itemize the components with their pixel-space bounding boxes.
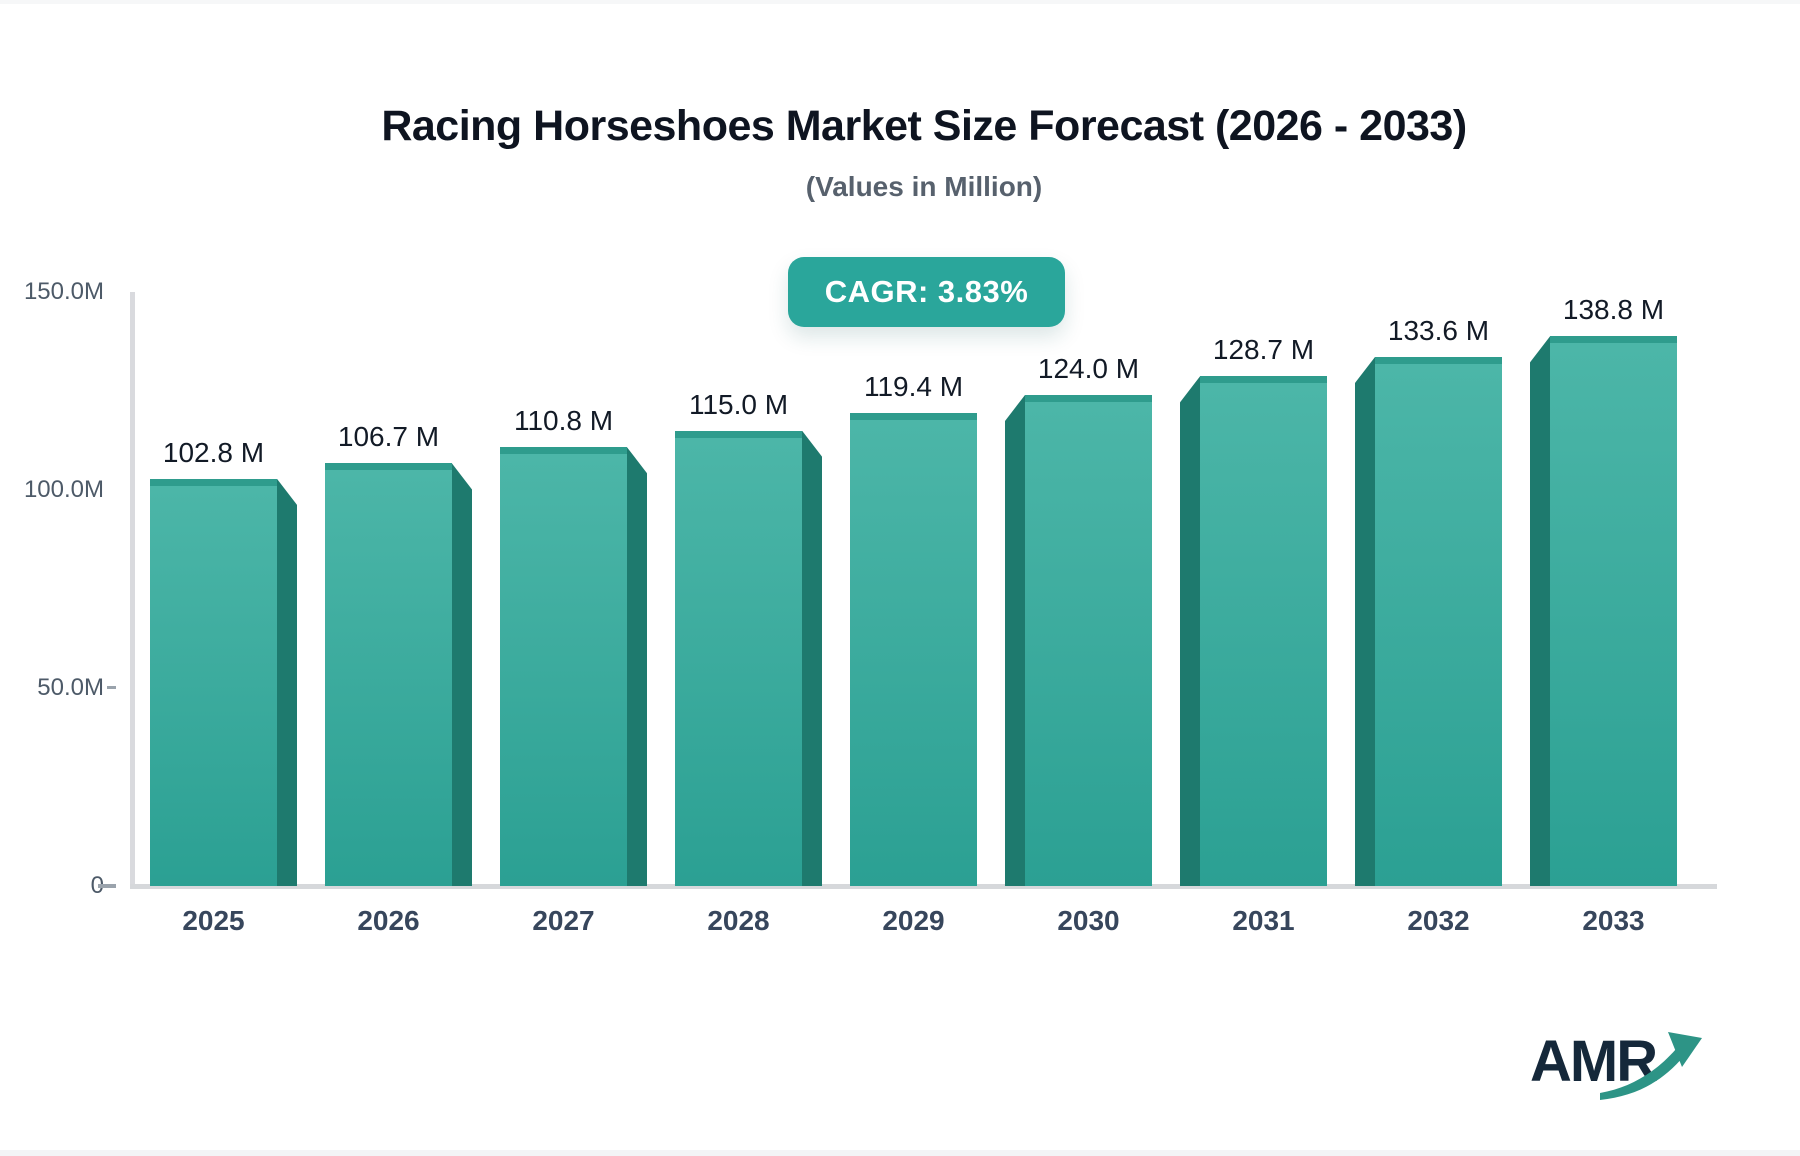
bar-side-2033 — [1530, 336, 1550, 886]
bar-2025 — [150, 478, 277, 886]
y-axis-label-150: 150.0M — [23, 278, 104, 305]
x-axis-line — [130, 884, 1717, 889]
x-axis-label-2028: 2028 — [707, 905, 770, 936]
x-axis-label-2027: 2027 — [532, 905, 595, 936]
x-axis-label-2025: 2025 — [182, 905, 245, 936]
bar-2030 — [1025, 394, 1152, 886]
bar-2029 — [850, 413, 977, 886]
cagr-label: CAGR: 3.83% — [824, 274, 1029, 309]
bar-side-2028 — [802, 430, 822, 886]
chart-subtitle: (Values in Million) — [805, 171, 1043, 202]
page-bottom-edge — [0, 1150, 1800, 1156]
bar-2026 — [325, 463, 452, 886]
cagr-badge: CAGR: 3.83% — [788, 257, 1065, 327]
y-axis-label-50: 50.0M — [37, 674, 104, 701]
bar-value-label-2033: 138.8 M — [1562, 294, 1665, 326]
bar-value-label-2026: 106.7 M — [337, 421, 440, 453]
bar-side-2030 — [1005, 394, 1025, 886]
bar-side-2026 — [452, 463, 472, 886]
bar-2033 — [1550, 336, 1677, 886]
amr-logo: AMR — [1530, 1028, 1730, 1118]
bar-value-label-2029: 119.4 M — [863, 371, 964, 403]
bar-side-2025 — [277, 478, 297, 886]
bar-side-2031 — [1180, 376, 1200, 886]
growth-arrow-icon — [1600, 1032, 1702, 1100]
bar-value-label-2028: 115.0 M — [688, 388, 789, 420]
bar-value-label-2032: 133.6 M — [1387, 314, 1490, 346]
y-axis-label-0: 0 — [0, 871, 104, 901]
x-axis-label-2033: 2033 — [1582, 905, 1645, 936]
bar-value-label-2025: 102.8 M — [162, 436, 265, 468]
bar-value-label-2030: 124.0 M — [1037, 352, 1140, 384]
x-axis-label-2030: 2030 — [1057, 905, 1120, 936]
bar-value-label-2027: 110.8 M — [513, 405, 614, 437]
x-axis-label-2032: 2032 — [1407, 905, 1470, 936]
x-axis-label-2029: 2029 — [882, 905, 945, 936]
bar-side-2027 — [627, 447, 647, 886]
y-axis-label-100: 100.0M — [23, 476, 104, 503]
bar-2031 — [1200, 376, 1327, 886]
bar-side-2032 — [1355, 356, 1375, 886]
bar-2032 — [1375, 356, 1502, 886]
y-axis-tick-0 — [98, 884, 116, 888]
x-axis-label-2031: 2031 — [1232, 905, 1295, 936]
chart-title: Racing Horseshoes Market Size Forecast (… — [381, 102, 1467, 150]
y-axis-tick-50 — [107, 686, 116, 689]
x-axis-label-2026: 2026 — [357, 905, 420, 936]
bar-2027 — [500, 447, 627, 886]
bar-2028 — [675, 430, 802, 886]
y-axis-line — [130, 292, 135, 889]
bar-value-label-2031: 128.7 M — [1212, 334, 1315, 366]
page-top-edge — [0, 0, 1800, 4]
